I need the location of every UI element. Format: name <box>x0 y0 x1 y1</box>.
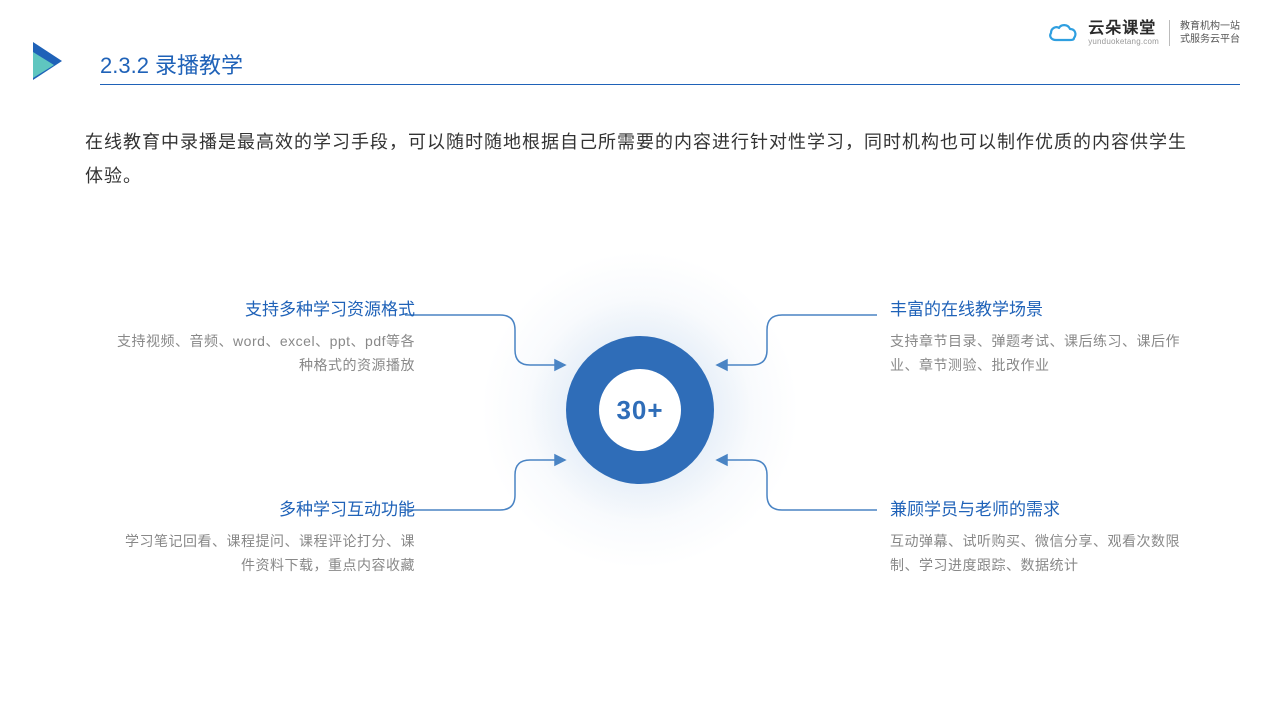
brand-tagline: 教育机构一站 式服务云平台 <box>1180 20 1240 46</box>
tagline-line2: 式服务云平台 <box>1180 33 1240 46</box>
feature-desc: 学习笔记回看、课程提问、课程评论打分、课件资料下载，重点内容收藏 <box>115 530 415 578</box>
feature-title: 支持多种学习资源格式 <box>115 295 415 320</box>
feature-title: 丰富的在线教学场景 <box>890 295 1190 320</box>
cloud-icon <box>1048 22 1078 44</box>
logo-divider <box>1169 20 1170 46</box>
feature-bottom-left: 多种学习互动功能 学习笔记回看、课程提问、课程评论打分、课件资料下载，重点内容收… <box>115 495 415 578</box>
connector-top-left <box>400 310 570 380</box>
feature-desc: 互动弹幕、试听购买、微信分享、观看次数限制、学习进度跟踪、数据统计 <box>890 530 1190 578</box>
feature-top-right: 丰富的在线教学场景 支持章节目录、弹题考试、课后练习、课后作业、章节测验、批改作… <box>890 295 1190 378</box>
title-text: 录播教学 <box>155 53 243 78</box>
center-circle: 30+ <box>566 336 714 484</box>
feature-title: 多种学习互动功能 <box>115 495 415 520</box>
header-underline <box>100 84 1240 85</box>
section-number: 2.3.2 <box>100 53 149 78</box>
brand-url: yunduoketang.com <box>1088 38 1159 47</box>
center-value: 30+ <box>599 369 681 451</box>
connector-bottom-left <box>400 445 570 515</box>
tagline-line1: 教育机构一站 <box>1180 20 1240 33</box>
brand-logo: 云朵课堂 yunduoketang.com 教育机构一站 式服务云平台 <box>1048 20 1240 46</box>
intro-paragraph: 在线教育中录播是最高效的学习手段，可以随时随地根据自己所需要的内容进行针对性学习… <box>85 125 1195 193</box>
feature-desc: 支持章节目录、弹题考试、课后练习、课后作业、章节测验、批改作业 <box>890 330 1190 378</box>
connector-bottom-right <box>712 445 882 515</box>
brand-text: 云朵课堂 yunduoketang.com <box>1088 20 1159 46</box>
play-icon <box>30 40 70 87</box>
slide-title: 2.3.2录播教学 <box>100 48 243 80</box>
feature-top-left: 支持多种学习资源格式 支持视频、音频、word、excel、ppt、pdf等各种… <box>115 295 415 378</box>
feature-bottom-right: 兼顾学员与老师的需求 互动弹幕、试听购买、微信分享、观看次数限制、学习进度跟踪、… <box>890 495 1190 578</box>
connector-top-right <box>712 310 882 380</box>
ring: 30+ <box>566 336 714 484</box>
feature-title: 兼顾学员与老师的需求 <box>890 495 1190 520</box>
brand-name: 云朵课堂 <box>1088 20 1159 38</box>
feature-desc: 支持视频、音频、word、excel、ppt、pdf等各种格式的资源播放 <box>115 330 415 378</box>
